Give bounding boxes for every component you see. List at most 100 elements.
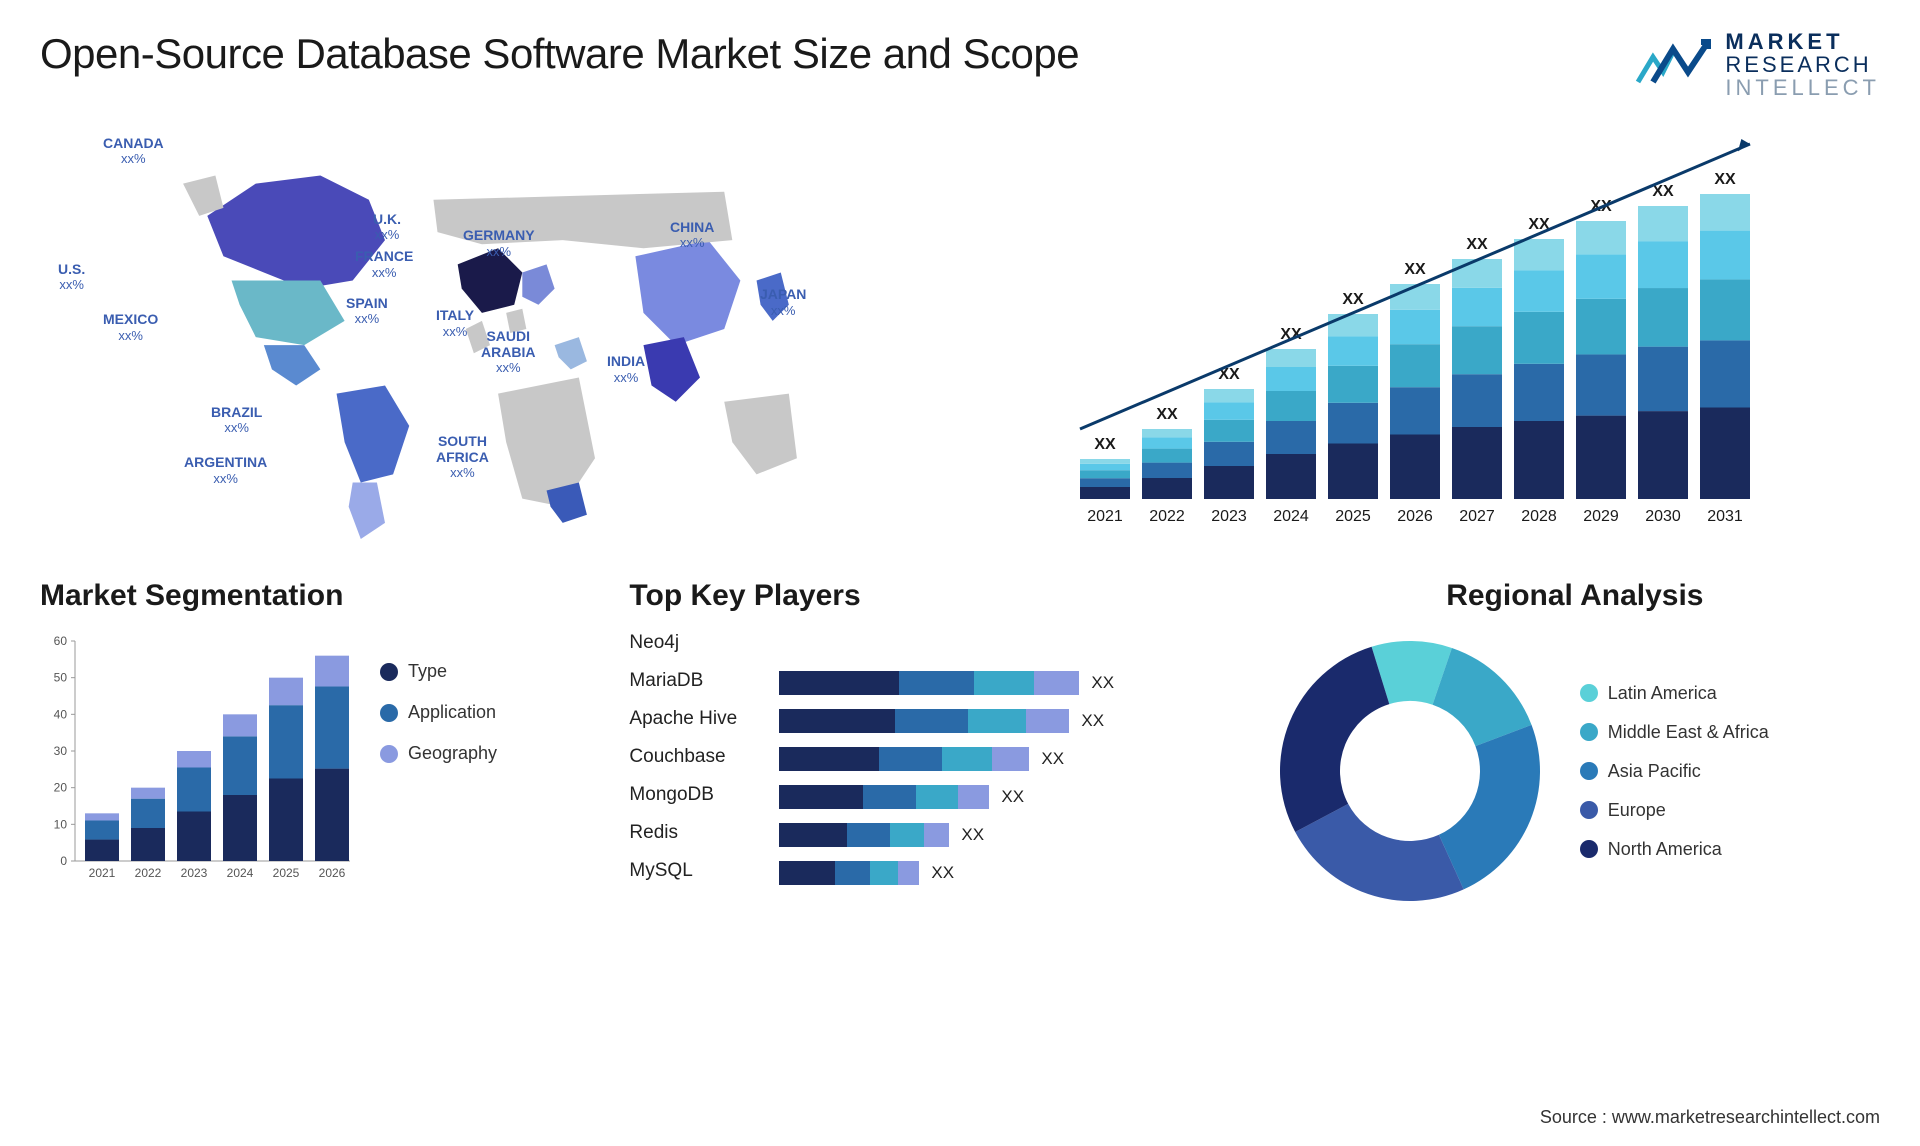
key-players-panel: Top Key Players Neo4jMariaDBApache HiveC… xyxy=(629,579,1239,911)
regional-title: Regional Analysis xyxy=(1270,579,1880,613)
legend-item: North America xyxy=(1580,839,1769,860)
legend-dot-icon xyxy=(1580,840,1598,858)
svg-text:XX: XX xyxy=(1094,436,1116,453)
regional-panel: Regional Analysis Latin AmericaMiddle Ea… xyxy=(1270,579,1880,911)
segmentation-bar-chart: 0102030405060202120222023202420252026 xyxy=(40,631,360,891)
legend-item: Asia Pacific xyxy=(1580,761,1769,782)
legend-label: Asia Pacific xyxy=(1608,761,1701,782)
svg-text:2024: 2024 xyxy=(227,866,254,880)
map-label: CHINAxx% xyxy=(670,220,714,251)
growth-bar-chart: XX2021XX2022XX2023XX2024XX2025XX2026XX20… xyxy=(980,119,1880,539)
svg-text:XX: XX xyxy=(1342,291,1364,308)
legend-item: Application xyxy=(380,702,497,723)
map-label: BRAZILxx% xyxy=(211,405,262,436)
svg-text:60: 60 xyxy=(54,634,68,648)
world-map-panel: CANADAxx%U.S.xx%MEXICOxx%BRAZILxx%ARGENT… xyxy=(40,119,940,539)
player-value: XX xyxy=(1041,749,1064,769)
svg-text:50: 50 xyxy=(54,671,68,685)
map-label: ITALYxx% xyxy=(436,308,474,339)
key-players-title: Top Key Players xyxy=(629,579,1239,613)
regional-chart: Latin AmericaMiddle East & AfricaAsia Pa… xyxy=(1270,631,1880,911)
map-label: U.K.xx% xyxy=(373,212,401,243)
key-players-labels: Neo4jMariaDBApache HiveCouchbaseMongoDBR… xyxy=(629,631,759,885)
map-label: MEXICOxx% xyxy=(103,312,158,343)
segmentation-chart: 0102030405060202120222023202420252026 Ty… xyxy=(40,631,599,891)
svg-text:2023: 2023 xyxy=(181,866,208,880)
player-bar-segment xyxy=(1034,671,1079,695)
player-value: XX xyxy=(931,863,954,883)
svg-text:XX: XX xyxy=(1714,171,1736,188)
player-bar-segment xyxy=(924,823,950,847)
player-bar-row: XX xyxy=(779,785,1239,809)
legend-label: Application xyxy=(408,702,496,723)
player-bar-segment xyxy=(992,747,1030,771)
source-attribution: Source : www.marketresearchintellect.com xyxy=(1540,1107,1880,1128)
player-bar-segment xyxy=(779,861,835,885)
svg-text:40: 40 xyxy=(54,708,68,722)
svg-text:2026: 2026 xyxy=(319,866,346,880)
legend-item: Europe xyxy=(1580,800,1769,821)
player-bar-segment xyxy=(898,861,919,885)
legend-label: Type xyxy=(408,661,447,682)
player-bar-row: XX xyxy=(779,671,1239,695)
player-bar-segment xyxy=(779,709,895,733)
svg-text:10: 10 xyxy=(54,818,68,832)
player-bar-row: XX xyxy=(779,823,1239,847)
player-bar-segment xyxy=(779,785,863,809)
legend-dot-icon xyxy=(1580,684,1598,702)
player-bar xyxy=(779,709,1069,733)
player-bar xyxy=(779,747,1029,771)
page-title: Open-Source Database Software Market Siz… xyxy=(40,30,1079,78)
svg-text:2031: 2031 xyxy=(1707,508,1743,525)
map-label: FRANCExx% xyxy=(355,249,413,280)
player-label: Neo4j xyxy=(629,631,759,655)
player-bar-segment xyxy=(895,709,968,733)
header: Open-Source Database Software Market Siz… xyxy=(40,30,1880,99)
svg-text:2022: 2022 xyxy=(1149,508,1185,525)
map-label: SOUTHAFRICAxx% xyxy=(436,434,489,480)
legend-dot-icon xyxy=(380,704,398,722)
svg-text:0: 0 xyxy=(60,854,67,868)
player-bar-segment xyxy=(968,709,1026,733)
legend-label: Latin America xyxy=(1608,683,1717,704)
svg-text:2023: 2023 xyxy=(1211,508,1247,525)
segmentation-panel: Market Segmentation 01020304050602021202… xyxy=(40,579,599,911)
svg-text:30: 30 xyxy=(54,744,68,758)
map-label: SAUDIARABIAxx% xyxy=(481,329,535,375)
svg-text:2025: 2025 xyxy=(273,866,300,880)
player-bar-row: XX xyxy=(779,709,1239,733)
player-value: XX xyxy=(1001,787,1024,807)
player-bar-segment xyxy=(835,861,870,885)
map-label: INDIAxx% xyxy=(607,354,645,385)
svg-text:2022: 2022 xyxy=(135,866,162,880)
top-row: CANADAxx%U.S.xx%MEXICOxx%BRAZILxx%ARGENT… xyxy=(40,119,1880,539)
segmentation-title: Market Segmentation xyxy=(40,579,599,613)
player-bar-row: XX xyxy=(779,861,1239,885)
regional-legend: Latin AmericaMiddle East & AfricaAsia Pa… xyxy=(1580,683,1769,860)
player-bar-row: XX xyxy=(779,747,1239,771)
player-bar xyxy=(779,785,989,809)
player-label: Apache Hive xyxy=(629,707,759,731)
svg-text:2021: 2021 xyxy=(89,866,116,880)
player-bar xyxy=(779,671,1079,695)
player-bar xyxy=(779,823,949,847)
svg-text:2025: 2025 xyxy=(1335,508,1371,525)
player-bar-segment xyxy=(958,785,990,809)
player-bar-segment xyxy=(879,747,942,771)
svg-text:2028: 2028 xyxy=(1521,508,1557,525)
player-bar-segment xyxy=(863,785,916,809)
svg-text:2030: 2030 xyxy=(1645,508,1681,525)
player-bar-segment xyxy=(974,671,1034,695)
player-bar xyxy=(779,861,919,885)
legend-label: Geography xyxy=(408,743,497,764)
player-label: MongoDB xyxy=(629,783,759,807)
regional-donut-chart xyxy=(1270,631,1550,911)
segmentation-legend: Type Application Geography xyxy=(380,631,497,891)
player-bar-segment xyxy=(870,861,898,885)
legend-item: Latin America xyxy=(1580,683,1769,704)
key-players-bars: XX XX XX XX XX XX xyxy=(779,631,1239,885)
svg-text:2027: 2027 xyxy=(1459,508,1495,525)
bottom-row: Market Segmentation 01020304050602021202… xyxy=(40,579,1880,911)
map-label: U.S.xx% xyxy=(58,262,85,293)
svg-text:2024: 2024 xyxy=(1273,508,1309,525)
